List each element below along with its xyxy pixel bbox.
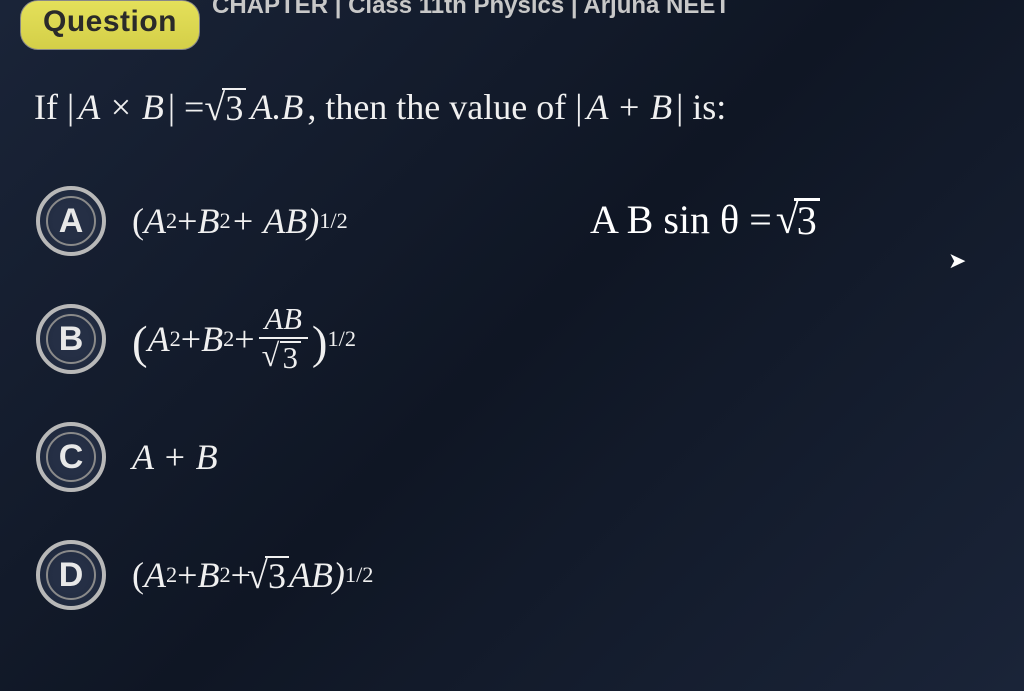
q-lhs: A × B	[78, 86, 164, 128]
sqrt-icon: 3	[251, 556, 289, 594]
text: )	[312, 316, 328, 370]
sqrt-icon: 3	[266, 341, 301, 374]
handwriting-rad: 3	[794, 198, 820, 241]
q-prefix: If |	[34, 86, 74, 128]
q-suffix1: , then the value of |	[307, 86, 582, 128]
option-bubble-a[interactable]: A	[36, 186, 106, 256]
handwriting-text: A B sin θ =	[590, 196, 772, 243]
radicand: 3	[265, 556, 289, 594]
header-strip: Question CHAPTER | Class 11th Physics | …	[0, 0, 1024, 50]
text: AB)	[289, 554, 345, 596]
option-a[interactable]: A ( A2 + B2 + AB)1/2	[36, 186, 373, 256]
sqrt-icon: 3	[208, 88, 246, 126]
text: B	[197, 554, 219, 596]
text: A	[144, 554, 166, 596]
options-list: A ( A2 + B2 + AB)1/2 B ( A2 + B2 + AB 3 …	[36, 186, 373, 610]
text: (	[132, 554, 144, 596]
option-bubble-c[interactable]: C	[36, 422, 106, 492]
q-mid: | =	[168, 86, 205, 128]
text: (	[132, 316, 148, 370]
text: +	[177, 200, 197, 242]
option-bubble-b[interactable]: B	[36, 304, 106, 374]
text: A + B	[132, 436, 218, 478]
q-suffix2: | is:	[676, 86, 726, 128]
text: + AB)	[231, 200, 320, 242]
sqrt-icon: 3	[780, 198, 820, 241]
text: (	[132, 200, 144, 242]
question-statement: If | A × B | = 3 A.B , then the value of…	[34, 86, 726, 128]
option-letter: A	[59, 202, 84, 241]
option-d-content: ( A2 + B2 + 3 AB)1/2	[132, 554, 373, 596]
text: A	[144, 200, 166, 242]
text: +	[234, 318, 254, 360]
option-bubble-d[interactable]: D	[36, 540, 106, 610]
q-tail: A.B	[250, 86, 303, 128]
question-badge: Question	[20, 0, 200, 50]
header-subtitle: CHAPTER | Class 11th Physics | Arjuna NE…	[212, 0, 730, 20]
option-letter: C	[59, 438, 84, 477]
q-suffix-inner: A + B	[586, 86, 672, 128]
option-a-content: ( A2 + B2 + AB)1/2	[132, 200, 348, 242]
option-b-content: ( A2 + B2 + AB 3 )1/2	[132, 304, 356, 373]
frac-num: AB	[265, 302, 302, 336]
mouse-cursor-icon: ➤	[948, 248, 966, 274]
option-d[interactable]: D ( A2 + B2 + 3 AB)1/2	[36, 540, 373, 610]
text: B	[201, 318, 223, 360]
option-letter: B	[59, 320, 84, 359]
fraction: AB 3	[259, 304, 308, 373]
option-c[interactable]: C A + B	[36, 422, 373, 492]
text: B	[197, 200, 219, 242]
text: +	[181, 318, 201, 360]
option-b[interactable]: B ( A2 + B2 + AB 3 )1/2	[36, 304, 373, 374]
frac-den: 3	[280, 341, 301, 374]
option-c-content: A + B	[132, 436, 218, 478]
handwritten-annotation: A B sin θ = 3	[590, 196, 820, 243]
q-radicand: 3	[222, 88, 246, 126]
text: A	[148, 318, 170, 360]
option-letter: D	[59, 556, 84, 595]
text: +	[177, 554, 197, 596]
